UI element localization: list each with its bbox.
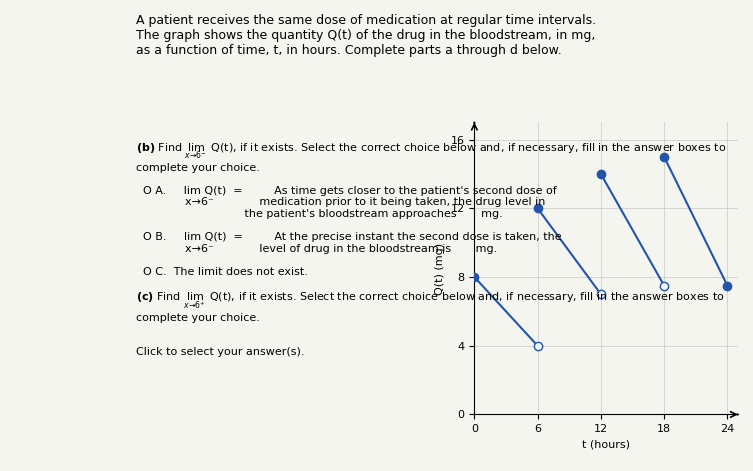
- Text: A patient receives the same dose of medication at regular time intervals.
The gr: A patient receives the same dose of medi…: [136, 14, 596, 57]
- X-axis label: t (hours): t (hours): [582, 440, 630, 450]
- Y-axis label: Q(t) (mg): Q(t) (mg): [435, 243, 445, 294]
- Text: $\bf{(b)}$ Find $\lim_{x \to 6^-}$ Q(t), if it exists. Select the correct choice: $\bf{(b)}$ Find $\lim_{x \to 6^-}$ Q(t),…: [136, 141, 726, 357]
